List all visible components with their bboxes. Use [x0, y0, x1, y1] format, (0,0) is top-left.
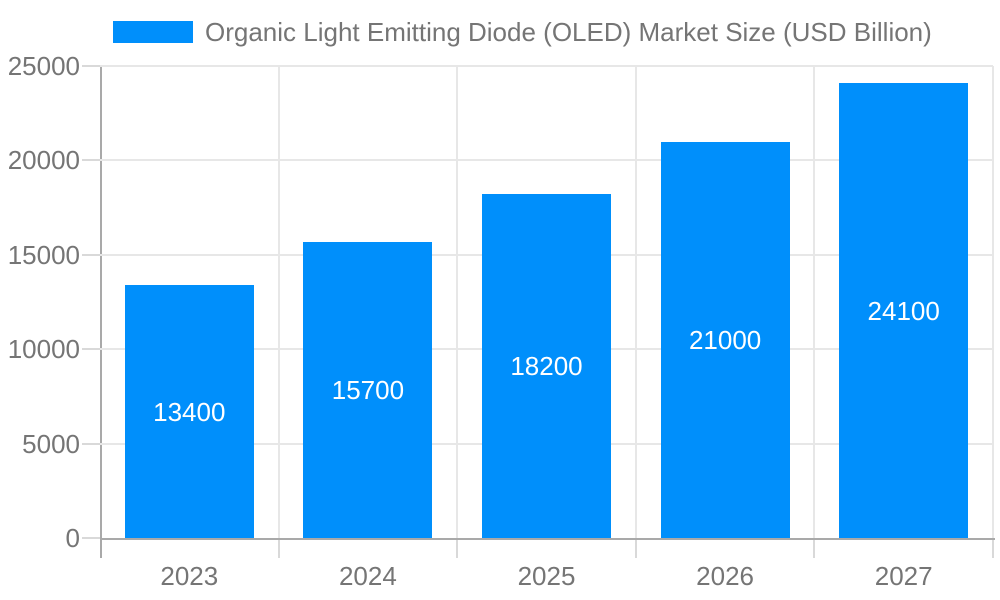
y-axis-tick-label: 25000	[7, 51, 80, 81]
x-axis-tick-label: 2026	[696, 561, 755, 591]
x-axis-tick	[992, 540, 994, 558]
plot-area: 13400 15700 18200 21000 24100	[100, 65, 994, 538]
x-axis-tick	[456, 540, 459, 558]
gridline-horizontal	[100, 65, 993, 67]
y-axis-tick	[82, 348, 100, 351]
gridline-vertical	[634, 66, 637, 538]
x-axis-tick	[634, 540, 637, 558]
x-axis-tick-label: 2025	[517, 561, 576, 591]
y-axis-tick	[82, 537, 100, 539]
x-axis-line	[100, 538, 995, 540]
bar-value-label: 24100	[867, 295, 940, 326]
legend-swatch	[113, 21, 193, 43]
bar: 18200	[482, 194, 611, 538]
bar-value-label: 13400	[153, 396, 226, 427]
y-axis-tick	[82, 65, 100, 67]
x-axis-tick-label: 2027	[874, 561, 933, 591]
x-axis-tick-label: 2024	[338, 561, 397, 591]
bar-value-label: 18200	[510, 351, 583, 382]
y-axis-tick-label: 0	[65, 523, 80, 553]
bar-value-label: 21000	[688, 324, 762, 355]
chart-title: Organic Light Emitting Diode (OLED) Mark…	[205, 17, 932, 47]
y-axis-tick	[82, 159, 100, 162]
bar: 21000	[660, 141, 790, 538]
x-axis-tick-label: 2023	[160, 561, 219, 591]
bar: 15700	[303, 241, 433, 538]
y-axis-tick-label: 5000	[22, 428, 80, 459]
chart-legend: Organic Light Emitting Diode (OLED) Mark…	[113, 17, 932, 47]
y-axis-tick-label: 20000	[7, 145, 80, 176]
y-axis-line	[100, 66, 102, 558]
x-axis-tick	[813, 540, 816, 558]
gridline-vertical	[813, 66, 816, 538]
x-axis-tick	[277, 540, 280, 558]
y-axis-tick	[82, 253, 100, 256]
bar: 13400	[124, 285, 254, 538]
bar: 24100	[839, 83, 969, 538]
gridline-vertical	[992, 66, 994, 538]
y-axis-tick-label: 10000	[7, 334, 80, 365]
gridline-horizontal	[100, 159, 993, 162]
gridline-vertical	[456, 66, 459, 538]
y-axis-tick	[82, 442, 100, 445]
gridline-vertical	[277, 66, 280, 538]
bar-value-label: 15700	[331, 374, 405, 405]
y-axis-tick-label: 15000	[7, 239, 80, 270]
